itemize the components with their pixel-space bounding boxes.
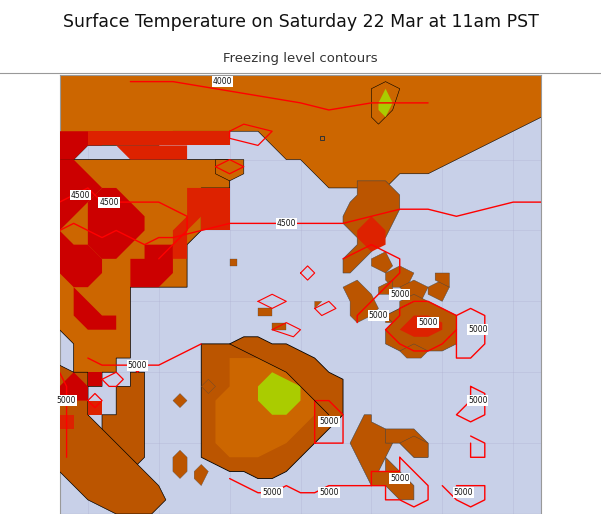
Polygon shape — [343, 280, 379, 323]
Text: 5000: 5000 — [57, 396, 76, 405]
Text: 5000: 5000 — [369, 311, 388, 320]
Polygon shape — [357, 216, 386, 252]
Polygon shape — [88, 131, 230, 145]
Text: Freezing level contours: Freezing level contours — [223, 51, 378, 65]
Polygon shape — [343, 181, 400, 273]
Polygon shape — [59, 372, 88, 400]
Text: 5000: 5000 — [390, 290, 409, 299]
Polygon shape — [230, 259, 237, 266]
Polygon shape — [88, 372, 102, 387]
Polygon shape — [400, 436, 428, 457]
Polygon shape — [258, 372, 300, 415]
Text: 5000: 5000 — [128, 361, 147, 370]
Polygon shape — [130, 245, 173, 287]
Polygon shape — [414, 308, 435, 323]
Text: 4500: 4500 — [71, 191, 91, 199]
Polygon shape — [59, 230, 102, 287]
Text: 5000: 5000 — [468, 325, 487, 334]
Polygon shape — [400, 316, 442, 337]
Text: 4000: 4000 — [213, 77, 232, 86]
Polygon shape — [194, 464, 209, 486]
Text: 5000: 5000 — [418, 318, 438, 327]
Polygon shape — [386, 308, 400, 323]
Polygon shape — [88, 400, 102, 415]
Polygon shape — [371, 82, 400, 124]
Polygon shape — [59, 159, 230, 436]
Polygon shape — [400, 308, 414, 323]
Polygon shape — [379, 280, 392, 294]
Text: 5000: 5000 — [454, 488, 473, 497]
Polygon shape — [386, 301, 456, 351]
Polygon shape — [215, 358, 315, 457]
Polygon shape — [371, 252, 392, 273]
Polygon shape — [59, 159, 102, 230]
Polygon shape — [173, 188, 201, 259]
Polygon shape — [59, 75, 542, 188]
Polygon shape — [258, 308, 272, 316]
Polygon shape — [201, 379, 215, 394]
Polygon shape — [386, 266, 414, 287]
Polygon shape — [371, 457, 414, 500]
Polygon shape — [272, 323, 286, 329]
Polygon shape — [59, 365, 166, 514]
Polygon shape — [173, 394, 187, 408]
Polygon shape — [350, 415, 392, 486]
Polygon shape — [400, 280, 428, 301]
Polygon shape — [400, 344, 428, 358]
Polygon shape — [428, 280, 450, 301]
Polygon shape — [88, 145, 187, 159]
Polygon shape — [386, 429, 428, 457]
Polygon shape — [400, 294, 428, 316]
Polygon shape — [201, 188, 230, 230]
Polygon shape — [215, 159, 244, 181]
Text: Surface Temperature on Saturday 22 Mar at 11am PST: Surface Temperature on Saturday 22 Mar a… — [63, 13, 538, 31]
Text: 5000: 5000 — [319, 488, 338, 497]
Text: 5000: 5000 — [263, 488, 282, 497]
Polygon shape — [435, 273, 450, 287]
Polygon shape — [201, 337, 343, 479]
Text: 4500: 4500 — [276, 219, 296, 228]
Polygon shape — [74, 372, 145, 471]
Polygon shape — [88, 188, 145, 259]
Polygon shape — [379, 89, 392, 117]
Text: 5000: 5000 — [468, 396, 487, 405]
Text: 5000: 5000 — [390, 474, 409, 483]
Polygon shape — [173, 450, 187, 479]
Polygon shape — [59, 131, 102, 159]
Text: 5000: 5000 — [319, 417, 338, 426]
Polygon shape — [315, 301, 322, 308]
Text: 4500: 4500 — [99, 197, 119, 207]
Polygon shape — [74, 287, 116, 329]
Polygon shape — [59, 415, 74, 429]
